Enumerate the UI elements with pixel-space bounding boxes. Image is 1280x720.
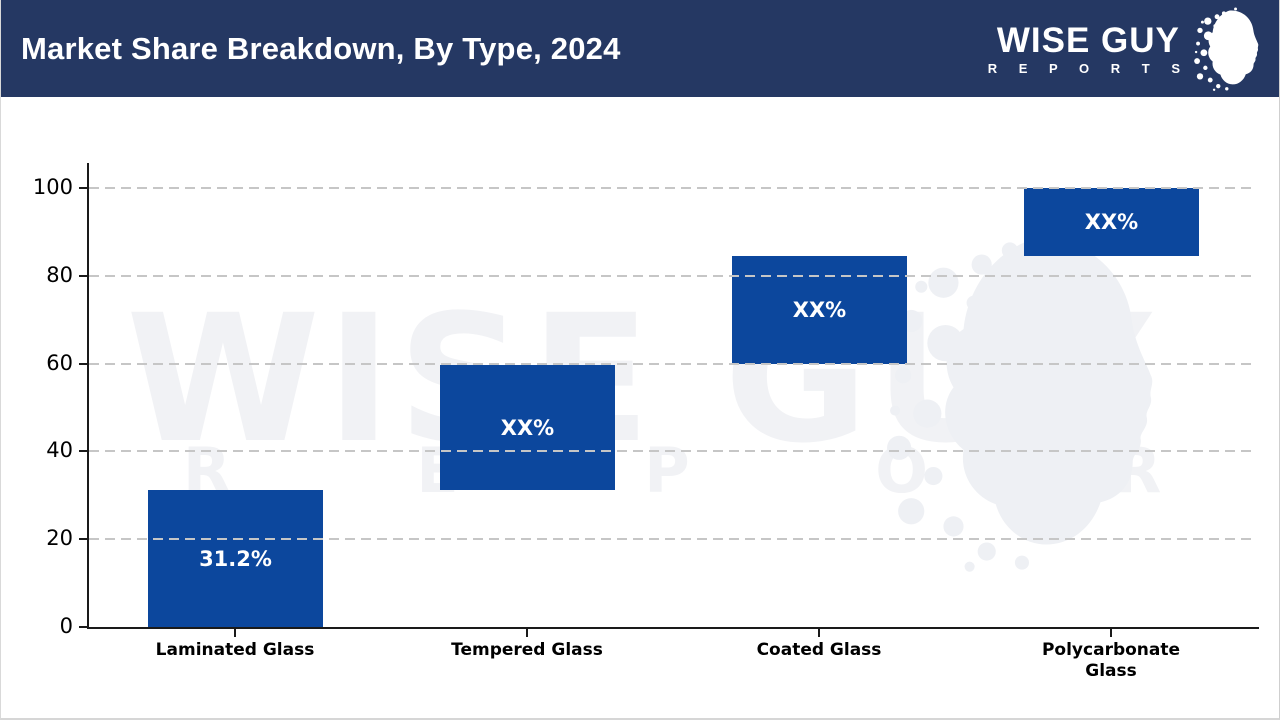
x-tick-label-laminated-glass: Laminated Glass: [155, 640, 315, 660]
bar-tempered-glass: XX%: [440, 365, 615, 490]
x-tick-2: [526, 629, 528, 637]
gridline-100: [89, 187, 1257, 189]
x-tick-label-polycarbonate-glass: Polycarbonate Glass: [1041, 640, 1181, 682]
bar-laminated-glass: 31.2%: [148, 490, 323, 627]
bar-value-label: 31.2%: [199, 546, 272, 571]
x-axis-line: [87, 627, 1259, 629]
brand-logo: WISE GUY R E P O R T S: [988, 7, 1265, 91]
page-title: Market Share Breakdown, By Type, 2024: [21, 30, 621, 66]
y-tick-label-60: 60: [46, 351, 73, 375]
y-tick-label-40: 40: [46, 438, 73, 462]
gridline-20: [89, 538, 1257, 540]
brand-logo-text: WISE GUY R E P O R T S: [987, 20, 1189, 77]
y-tick-100: [79, 187, 87, 189]
x-tick-4: [1110, 629, 1112, 637]
brand-subname: R E P O R T S: [987, 61, 1189, 77]
bar-coated-glass: XX%: [732, 256, 907, 364]
x-tick-3: [818, 629, 820, 637]
bar-value-label: XX%: [792, 298, 847, 322]
x-tick-label-coated-glass: Coated Glass: [756, 640, 882, 660]
brand-head-icon: [1194, 7, 1259, 91]
x-tick-label-tempered-glass: Tempered Glass: [451, 640, 603, 660]
y-tick-40: [79, 450, 87, 452]
bar-value-label: XX%: [1084, 210, 1139, 234]
y-tick-label-100: 100: [32, 175, 73, 199]
gridline-80: [89, 275, 1257, 277]
y-tick-80: [79, 275, 87, 277]
y-axis-line: [87, 163, 89, 629]
x-tick-1: [234, 629, 236, 637]
brand-name: WISE GUY: [996, 20, 1180, 60]
gridline-60: [89, 363, 1257, 365]
y-tick-20: [79, 538, 87, 540]
y-tick-label-20: 20: [46, 526, 73, 550]
y-tick-0: [79, 626, 87, 628]
y-tick-label-80: 80: [46, 263, 73, 287]
bar-value-label: XX%: [500, 415, 555, 440]
header-bar: Market Share Breakdown, By Type, 2024 WI…: [1, 0, 1279, 97]
y-tick-label-0: 0: [59, 614, 73, 638]
y-tick-60: [79, 363, 87, 365]
gridline-40: [89, 450, 1257, 452]
bar-polycarbonate-glass: XX%: [1024, 188, 1199, 256]
